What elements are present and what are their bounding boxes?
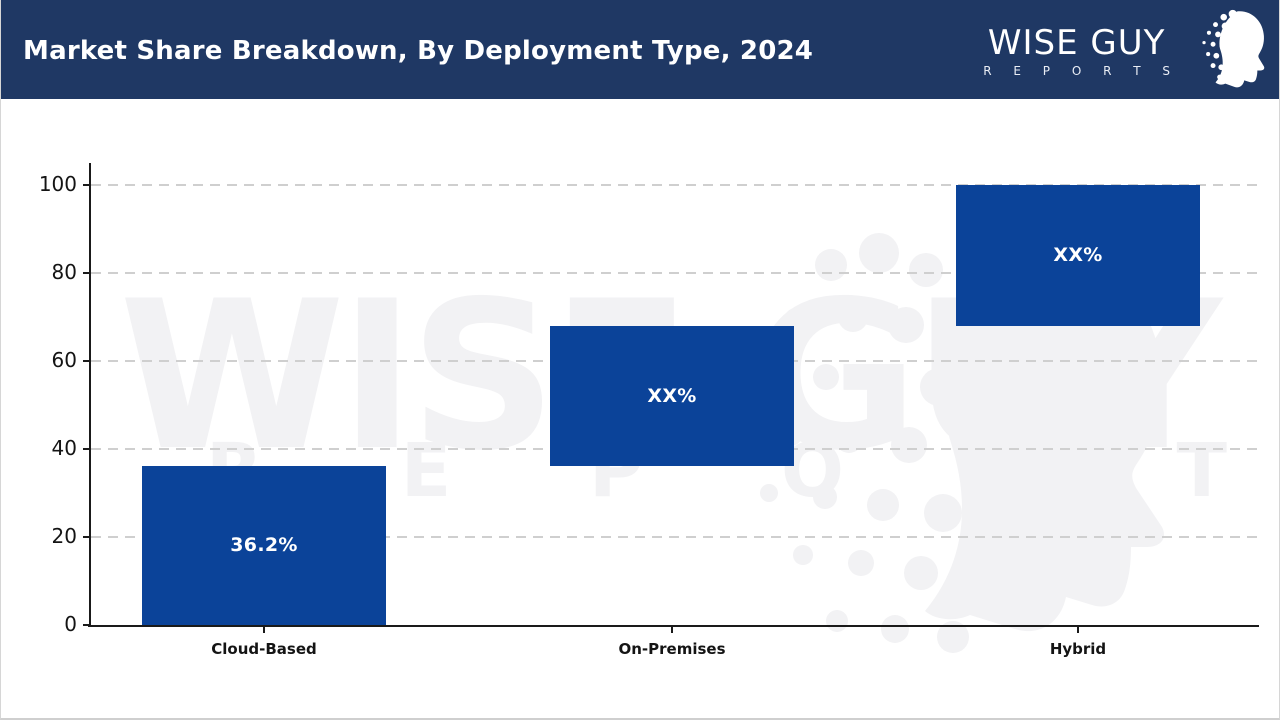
watermark-head-dots-logo	[760, 233, 1165, 653]
x-category-label: On-Premises	[618, 640, 726, 658]
logo-reports-label: R E P O R T S	[983, 63, 1179, 78]
y-tick-mark	[83, 360, 89, 362]
y-tick-label: 60	[51, 348, 77, 372]
bar-value-label: 36.2%	[230, 534, 298, 557]
header-bar: Market Share Breakdown, By Deployment Ty…	[1, 0, 1279, 99]
gridline-y20	[91, 536, 1259, 538]
x-tick-mark	[1077, 627, 1079, 633]
logo-wiseguy-label: WISE GUY	[987, 22, 1166, 63]
y-tick-label: 0	[64, 612, 77, 636]
logo-text: WISE GUY R E P O R T S	[974, 23, 1179, 78]
y-tick-label: 40	[51, 436, 77, 460]
bar-cloud-based: 36.2%	[142, 465, 386, 625]
bar-hybrid: XX%	[956, 185, 1200, 326]
bar-value-label: XX%	[647, 384, 697, 407]
y-tick-mark	[83, 272, 89, 274]
wise-guy-reports-logo: WISE GUY R E P O R T S	[974, 8, 1269, 92]
x-tick-mark	[671, 627, 673, 633]
y-tick-mark	[83, 624, 89, 626]
y-tick-label: 80	[51, 260, 77, 284]
y-tick-mark	[83, 448, 89, 450]
chart-title: Market Share Breakdown, By Deployment Ty…	[23, 36, 814, 66]
x-category-label: Hybrid	[1049, 640, 1107, 658]
y-tick-label: 100	[38, 172, 77, 196]
bar-on-premises: XX%	[550, 325, 794, 466]
x-tick-mark	[263, 627, 265, 633]
logo-head-icon	[1202, 9, 1265, 88]
y-tick-mark	[83, 536, 89, 538]
y-tick-label: 20	[51, 524, 77, 548]
x-category-label: Cloud-Based	[211, 640, 317, 658]
bar-value-label: XX%	[1053, 244, 1103, 267]
y-axis-line	[89, 163, 91, 627]
x-axis-line	[88, 625, 1259, 627]
y-tick-mark	[83, 184, 89, 186]
gridline-y100	[91, 184, 1259, 186]
gridline-y80	[91, 272, 1259, 274]
